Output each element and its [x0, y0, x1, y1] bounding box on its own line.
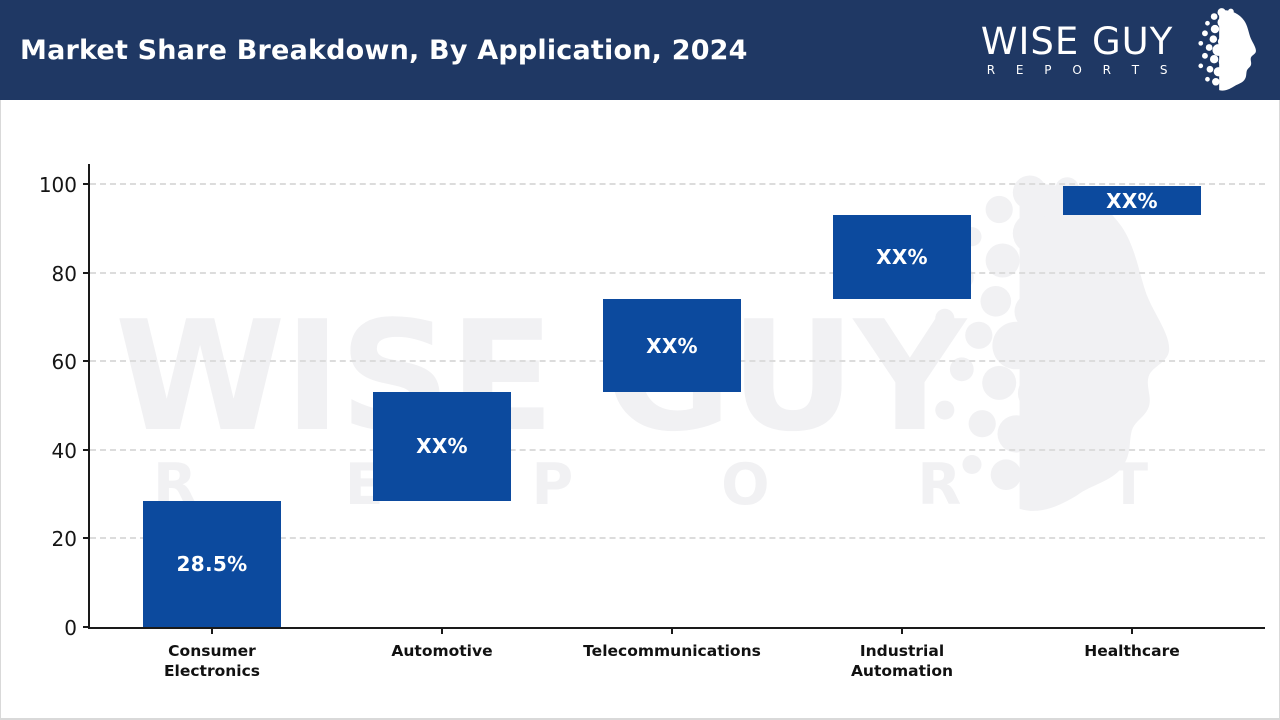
bar-telecommunications: XX% — [603, 299, 741, 393]
logo-wordmark: WISE GUY — [980, 20, 1174, 63]
wise-guy-reports-logo: WISE GUY R E P O R T S — [978, 4, 1262, 96]
y-tick-0 — [83, 626, 90, 628]
gridline-80 — [90, 271, 1265, 274]
category-label-0: Consumer Electronics — [163, 642, 261, 681]
watermark: WISE GUY R E P O R T S — [1, 100, 1279, 718]
category-label-4: Healthcare — [1084, 642, 1180, 660]
y-tick-label-80: 80 — [51, 261, 77, 286]
y-tick-100 — [83, 183, 90, 185]
x-tick-4 — [1131, 627, 1133, 634]
gridline-100 — [90, 183, 1265, 185]
bar-healthcare: XX% — [1063, 186, 1201, 215]
bar-consumer-electronics: 28.5% — [143, 500, 281, 627]
logo-text: WISE GUY R E P O R T S — [978, 23, 1176, 77]
x-axis-spine — [88, 627, 1265, 629]
category-label-1: Automotive — [391, 642, 493, 660]
bar-automotive: XX% — [373, 392, 511, 501]
chart-area: WISE GUY R E P O R T S 0 20 40 60 80 100 28.5%… — [0, 100, 1280, 720]
y-tick-label-40: 40 — [51, 438, 77, 463]
x-tick-1 — [441, 627, 443, 634]
y-axis-spine — [88, 164, 90, 629]
y-tick-60 — [83, 360, 90, 363]
bar-value-label: XX% — [1106, 188, 1158, 213]
category-label-3: Industrial Automation — [850, 642, 954, 681]
x-tick-0 — [211, 627, 213, 634]
gridline-40 — [90, 448, 1265, 451]
bar-industrial-automation: XX% — [833, 215, 971, 300]
y-tick-20 — [83, 537, 90, 540]
bar-value-label: XX% — [416, 434, 468, 459]
y-tick-40 — [83, 448, 90, 451]
bar-value-label: XX% — [876, 245, 928, 270]
page-title: Market Share Breakdown, By Application, … — [20, 34, 748, 66]
dotted-head-icon — [1198, 8, 1256, 91]
watermark-wordmark: WISE GUY — [114, 288, 966, 465]
x-tick-2 — [671, 627, 673, 634]
category-label-2: Telecommunications — [583, 642, 761, 660]
logo-subtitle: R E P O R T S — [986, 63, 1176, 77]
y-tick-label-20: 20 — [51, 527, 77, 552]
y-tick-label-0: 0 — [64, 616, 77, 640]
y-tick-label-100: 100 — [38, 173, 77, 197]
y-tick-80 — [83, 271, 90, 274]
report-header: Market Share Breakdown, By Application, … — [0, 0, 1280, 100]
gridline-20 — [90, 537, 1265, 540]
bar-value-label: XX% — [646, 333, 698, 358]
watermark-dotted-head-icon — [935, 175, 1170, 511]
bar-value-label: 28.5% — [176, 551, 248, 576]
x-tick-3 — [901, 627, 903, 634]
y-tick-label-60: 60 — [51, 350, 77, 375]
